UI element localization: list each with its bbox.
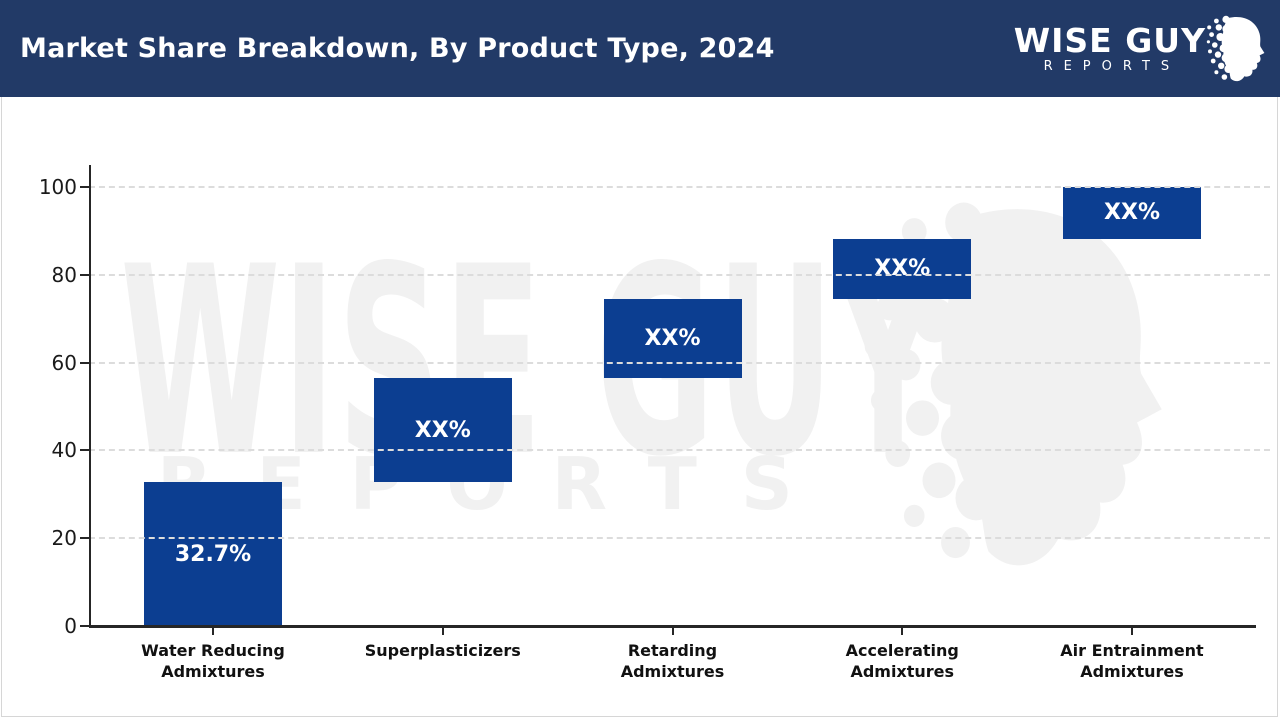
- x-tick-mark: [901, 628, 904, 635]
- y-tick-label: 100: [38, 175, 77, 199]
- bar-value-label: XX%: [874, 256, 931, 282]
- wiseguy-logo: WISE GUY REPORTS: [1014, 11, 1266, 87]
- y-gridline: [89, 449, 1270, 452]
- y-tick-label: 40: [51, 438, 77, 463]
- x-category-label-line: Admixtures: [1080, 662, 1184, 681]
- y-tick-label: 80: [51, 262, 77, 287]
- y-tick-label: 20: [51, 526, 77, 551]
- x-category-label: Accelerating Admixtures: [782, 640, 1022, 682]
- x-tick-mark: [441, 628, 444, 635]
- y-axis-line: [89, 165, 91, 628]
- y-tick-mark: [80, 186, 89, 188]
- wiseguy-head-icon: [1206, 15, 1265, 81]
- x-category-label-line: Water Reducing: [141, 641, 285, 660]
- y-gridline: [89, 273, 1270, 276]
- x-category-label: Retarding Admixtures: [553, 640, 793, 682]
- chart-area: WISE GUY REPORTS 0 20 40 60 80 100 32.7% Water …: [1, 97, 1278, 717]
- y-tick-mark: [80, 361, 89, 364]
- x-category-label-line: Admixtures: [620, 662, 725, 681]
- bar-segment: XX%: [603, 298, 742, 378]
- x-axis-line: [89, 625, 1256, 628]
- header-bar: Market Share Breakdown, By Product Type,…: [0, 0, 1280, 97]
- y-tick-mark: [80, 625, 89, 627]
- x-tick-mark: [1131, 628, 1133, 635]
- y-tick-label: 0: [64, 614, 77, 638]
- bar-value-label: XX%: [414, 417, 471, 443]
- bar-segment: XX%: [373, 377, 512, 483]
- bar-segment: 32.7%: [144, 482, 282, 626]
- y-gridline: [89, 186, 1270, 188]
- x-tick-mark: [212, 628, 214, 635]
- x-category-label: Water Reducing Admixtures: [93, 640, 333, 682]
- x-category-label: Air Entrainment Admixtures: [1012, 640, 1252, 682]
- bar-segment: XX%: [833, 238, 972, 299]
- y-tick-mark: [80, 537, 89, 540]
- x-category-label-line: Accelerating: [845, 641, 959, 660]
- x-category-label-line: Superplasticizers: [364, 641, 521, 660]
- logo-wordmark-line1: WISE GUY: [1013, 20, 1206, 60]
- y-tick-mark: [80, 449, 89, 452]
- y-gridline: [89, 361, 1270, 364]
- x-category-label-line: Admixtures: [850, 662, 955, 681]
- x-category-label-line: Air Entrainment: [1060, 641, 1204, 660]
- page-title: Market Share Breakdown, By Product Type,…: [20, 33, 775, 64]
- y-gridline: [89, 537, 1270, 540]
- bar-value-label: XX%: [1104, 200, 1160, 226]
- x-category-label-line: Retarding: [627, 641, 718, 660]
- x-category-label: Superplasticizers: [323, 640, 563, 661]
- logo-wordmark: WISE GUY REPORTS: [1014, 24, 1206, 74]
- bar-value-label: 32.7%: [174, 541, 252, 567]
- logo-wordmark-line2: REPORTS: [1043, 58, 1181, 74]
- bar-segment: XX%: [1063, 187, 1201, 239]
- y-tick-mark: [80, 273, 89, 276]
- y-tick-label: 60: [51, 350, 77, 375]
- x-category-label-line: Admixtures: [161, 662, 265, 681]
- x-tick-mark: [671, 628, 674, 635]
- bar-value-label: XX%: [644, 325, 701, 351]
